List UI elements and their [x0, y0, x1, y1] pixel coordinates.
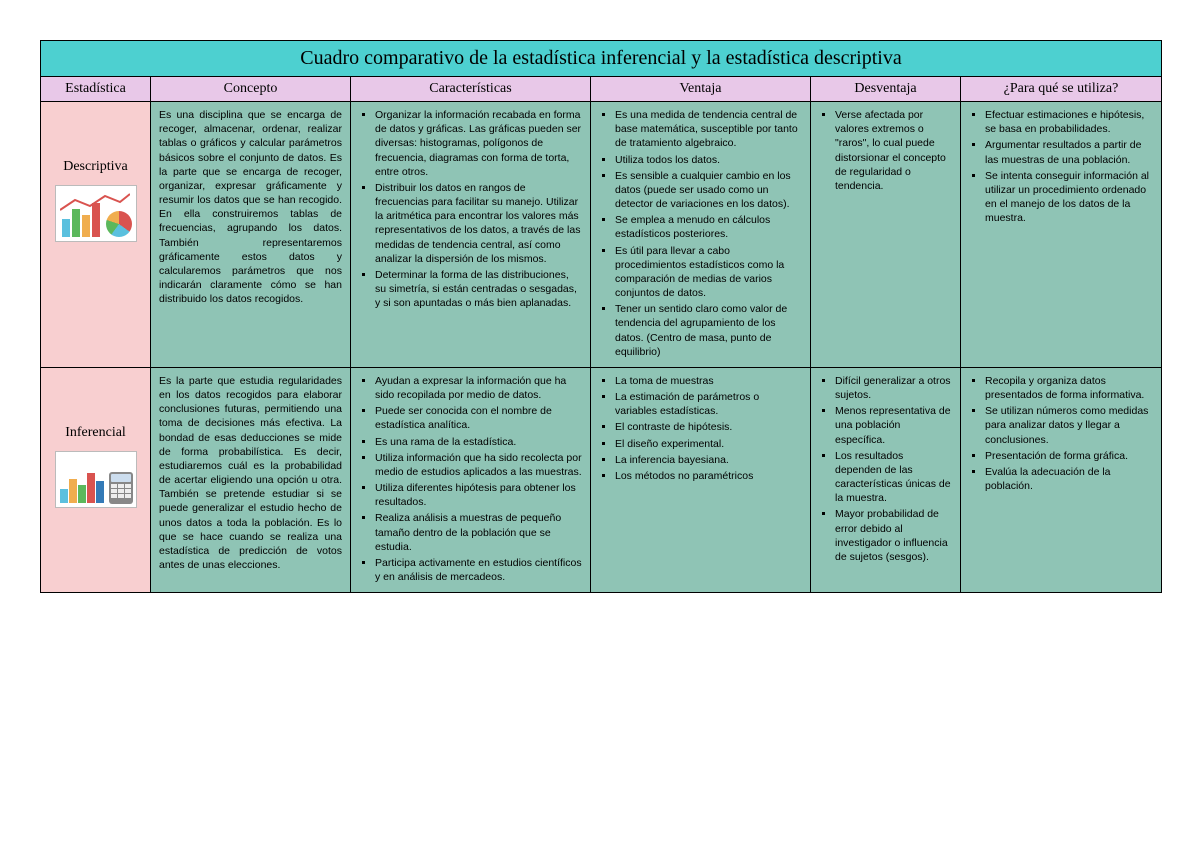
list-item: Menos representativa de una población es…	[835, 404, 952, 447]
list-item: Verse afectada por valores extremos o "r…	[835, 108, 952, 193]
list-item: Mayor probabilidad de error debido al in…	[835, 507, 952, 564]
row-label: Descriptiva	[49, 158, 142, 177]
header-row: Estadística Concepto Características Ven…	[41, 77, 1161, 102]
caracteristicas-cell: Organizar la información recabada en for…	[351, 102, 591, 367]
list-item: Participa activamente en estudios cientí…	[375, 556, 582, 584]
concepto-cell: Es la parte que estudia regularidades en…	[151, 368, 351, 592]
caracteristicas-list: Ayudan a expresar la información que ha …	[359, 374, 582, 584]
list-item: Efectuar estimaciones e hipótesis, se ba…	[985, 108, 1153, 136]
list-item: Es sensible a cualquier cambio en los da…	[615, 169, 802, 212]
list-item: La toma de muestras	[615, 374, 802, 388]
ventaja-cell: Es una medida de tendencia central de ba…	[591, 102, 811, 367]
list-item: Puede ser conocida con el nombre de esta…	[375, 404, 582, 432]
label-cell-descriptiva: Descriptiva	[41, 102, 151, 367]
list-item: Utiliza todos los datos.	[615, 153, 802, 167]
table-title: Cuadro comparativo de la estadística inf…	[41, 41, 1161, 77]
header-ventaja: Ventaja	[591, 77, 811, 101]
list-item: Argumentar resultados a partir de las mu…	[985, 138, 1153, 166]
list-item: Se utilizan números como medidas para an…	[985, 404, 1153, 447]
list-item: Los resultados dependen de las caracterí…	[835, 449, 952, 506]
list-item: El contraste de hipótesis.	[615, 420, 802, 434]
list-item: Utiliza diferentes hipótesis para obtene…	[375, 481, 582, 509]
header-estadistica: Estadística	[41, 77, 151, 101]
ventaja-cell: La toma de muestras La estimación de pará…	[591, 368, 811, 592]
row-label: Inferencial	[49, 424, 142, 443]
uso-list: Recopila y organiza datos presentados de…	[969, 374, 1153, 493]
comparison-table: Cuadro comparativo de la estadística inf…	[40, 40, 1162, 593]
list-item: Evalúa la adecuación de la población.	[985, 465, 1153, 493]
uso-cell: Efectuar estimaciones e hipótesis, se ba…	[961, 102, 1161, 367]
row-descriptiva: Descriptiva Es una disciplina que se enc…	[41, 102, 1161, 368]
caracteristicas-cell: Ayudan a expresar la información que ha …	[351, 368, 591, 592]
desventaja-cell: Difícil generalizar a otros sujetos.Meno…	[811, 368, 961, 592]
list-item: Recopila y organiza datos presentados de…	[985, 374, 1153, 402]
caracteristicas-list: Organizar la información recabada en for…	[359, 108, 582, 310]
row-inferencial: Inferencial Es la parte que estudia	[41, 368, 1161, 592]
desventaja-list: Verse afectada por valores extremos o "r…	[819, 108, 952, 193]
desventaja-cell: Verse afectada por valores extremos o "r…	[811, 102, 961, 367]
list-item: Los métodos no paramétricos	[615, 469, 802, 483]
list-item: La inferencia bayesiana.	[615, 453, 802, 467]
list-item: El diseño experimental.	[615, 437, 802, 451]
uso-cell: Recopila y organiza datos presentados de…	[961, 368, 1161, 592]
ventaja-list: La toma de muestras La estimación de pará…	[599, 374, 802, 483]
list-item: Organizar la información recabada en for…	[375, 108, 582, 179]
ventaja-list: Es una medida de tendencia central de ba…	[599, 108, 802, 359]
list-item: Ayudan a expresar la información que ha …	[375, 374, 582, 402]
header-concepto: Concepto	[151, 77, 351, 101]
list-item: Es una medida de tendencia central de ba…	[615, 108, 802, 151]
list-item: Se intenta conseguir información al util…	[985, 169, 1153, 226]
list-item: Utiliza información que ha sido recolect…	[375, 451, 582, 479]
label-cell-inferencial: Inferencial	[41, 368, 151, 592]
header-uso: ¿Para qué se utiliza?	[961, 77, 1161, 101]
list-item: Tener un sentido claro como valor de ten…	[615, 302, 802, 359]
list-item: Distribuir los datos en rangos de frecue…	[375, 181, 582, 266]
list-item: Difícil generalizar a otros sujetos.	[835, 374, 952, 402]
header-desventaja: Desventaja	[811, 77, 961, 101]
list-item: Es una rama de la estadística.	[375, 435, 582, 449]
list-item: La estimación de parámetros o variables …	[615, 390, 802, 418]
list-item: Es útil para llevar a cabo procedimiento…	[615, 244, 802, 301]
chart-thumbnail-icon	[55, 185, 137, 242]
header-caracteristicas: Características	[351, 77, 591, 101]
list-item: Determinar la forma de las distribucione…	[375, 268, 582, 311]
uso-list: Efectuar estimaciones e hipótesis, se ba…	[969, 108, 1153, 225]
list-item: Presentación de forma gráfica.	[985, 449, 1153, 463]
chart-calculator-icon	[55, 451, 137, 508]
concepto-text: Es la parte que estudia regularidades en…	[159, 375, 342, 571]
list-item: Realiza análisis a muestras de pequeño t…	[375, 511, 582, 554]
concepto-text: Es una disciplina que se encarga de reco…	[159, 109, 342, 305]
desventaja-list: Difícil generalizar a otros sujetos.Meno…	[819, 374, 952, 564]
concepto-cell: Es una disciplina que se encarga de reco…	[151, 102, 351, 367]
list-item: Se emplea a menudo en cálculos estadísti…	[615, 213, 802, 241]
